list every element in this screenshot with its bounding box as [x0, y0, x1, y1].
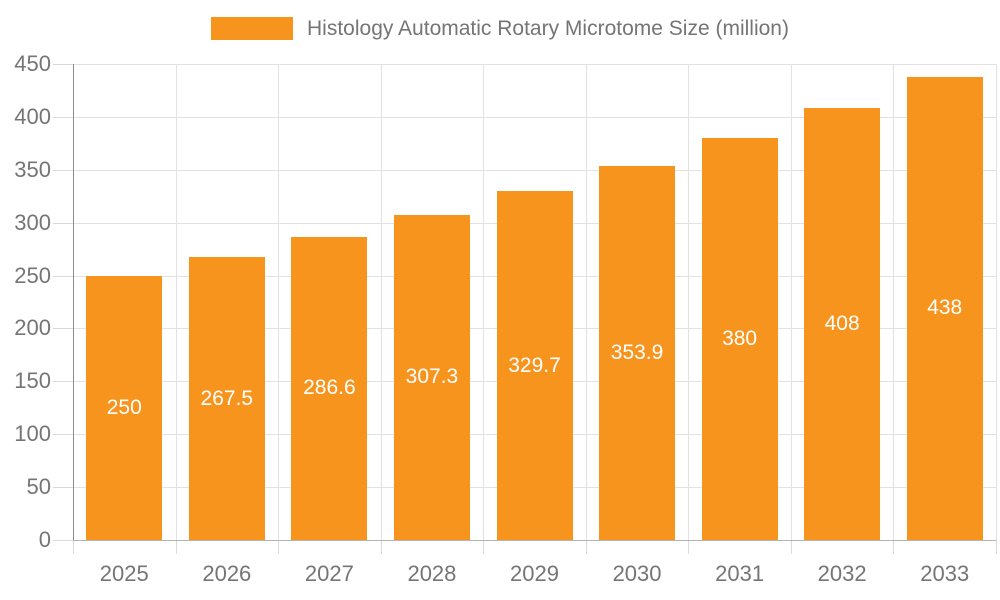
bar-value-label: 380: [722, 327, 758, 350]
x-axis-tick: [483, 540, 485, 554]
x-axis-tick-label: 2032: [817, 561, 867, 586]
y-axis-tick-label: 100: [14, 421, 51, 447]
x-axis-tick: [278, 540, 280, 554]
bar: 380: [701, 138, 778, 540]
y-axis-tick: [53, 222, 73, 224]
legend-swatch: [211, 17, 293, 40]
bar-value-label: 353.9: [610, 340, 664, 364]
x-axis-tick-label: 2027: [304, 561, 354, 586]
y-axis-tick-label: 350: [14, 156, 51, 182]
x-axis-tick-label: 2033: [920, 561, 970, 586]
x-axis-tick: [688, 540, 690, 554]
y-axis-tick: [53, 64, 73, 65]
x-axis-tick-label: 2028: [407, 561, 457, 586]
bar: 307.3: [393, 214, 470, 540]
y-axis-tick: [53, 116, 73, 118]
y-axis-line: [73, 64, 74, 540]
x-gridline: [380, 64, 382, 540]
y-gridline: [73, 169, 996, 171]
y-axis-tick-label: 250: [14, 262, 51, 288]
y-axis-tick-label: 0: [38, 527, 51, 552]
x-axis-tick-label: 2030: [612, 561, 662, 586]
y-gridline: [73, 116, 996, 118]
x-gridline: [790, 64, 792, 540]
legend: Histology Automatic Rotary Microtome Siz…: [0, 17, 1000, 40]
y-axis-tick: [53, 328, 73, 330]
legend-label: Histology Automatic Rotary Microtome Siz…: [307, 17, 789, 40]
bar: 267.5: [188, 257, 265, 540]
bar: 286.6: [291, 236, 368, 540]
y-axis-tick: [53, 434, 73, 436]
bar-value-label: 286.6: [303, 376, 356, 400]
x-axis-tick: [893, 540, 895, 554]
bar-value-label: 329.7: [508, 353, 561, 377]
x-gridline: [483, 64, 485, 540]
x-axis-tick: [73, 540, 74, 554]
x-axis-tick-label: 2025: [99, 561, 149, 586]
x-gridline: [688, 64, 690, 540]
x-axis-tick: [380, 540, 382, 554]
x-axis-tick: [175, 540, 177, 554]
y-axis-tick-label: 450: [14, 51, 51, 76]
bar-value-label: 408: [824, 312, 860, 336]
x-gridline: [893, 64, 895, 540]
y-axis-tick: [53, 381, 73, 383]
x-axis-tick-label: 2029: [510, 561, 559, 586]
bar: 250: [86, 275, 163, 540]
x-axis-line: [73, 540, 996, 541]
x-axis-tick: [996, 540, 997, 554]
y-axis-tick: [53, 540, 73, 541]
y-axis-tick: [53, 169, 73, 171]
x-gridline: [996, 64, 997, 540]
x-axis-tick: [790, 540, 792, 554]
x-gridline: [175, 64, 177, 540]
y-axis-tick-label: 200: [14, 315, 51, 341]
bar: 438: [906, 76, 983, 540]
y-axis-tick-label: 300: [14, 209, 51, 235]
x-axis-tick-label: 2031: [715, 561, 765, 586]
x-axis-tick-label: 2026: [202, 561, 252, 586]
bar-value-label: 438: [927, 296, 963, 320]
y-axis-tick: [53, 275, 73, 277]
y-axis-tick-label: 150: [14, 368, 51, 394]
bar-value-label: 250: [106, 395, 142, 419]
bar-value-label: 307.3: [405, 365, 459, 389]
y-axis-tick-label: 400: [14, 103, 51, 129]
bar: 408: [804, 108, 881, 540]
bar: 353.9: [599, 165, 676, 540]
bar-value-label: 267.5: [200, 386, 254, 410]
y-gridline: [73, 64, 996, 65]
y-axis-tick: [53, 487, 73, 489]
x-gridline: [278, 64, 280, 540]
x-gridline: [585, 64, 587, 540]
x-axis-tick: [585, 540, 587, 554]
bar: 329.7: [496, 191, 573, 540]
y-axis-tick-label: 50: [26, 474, 51, 500]
